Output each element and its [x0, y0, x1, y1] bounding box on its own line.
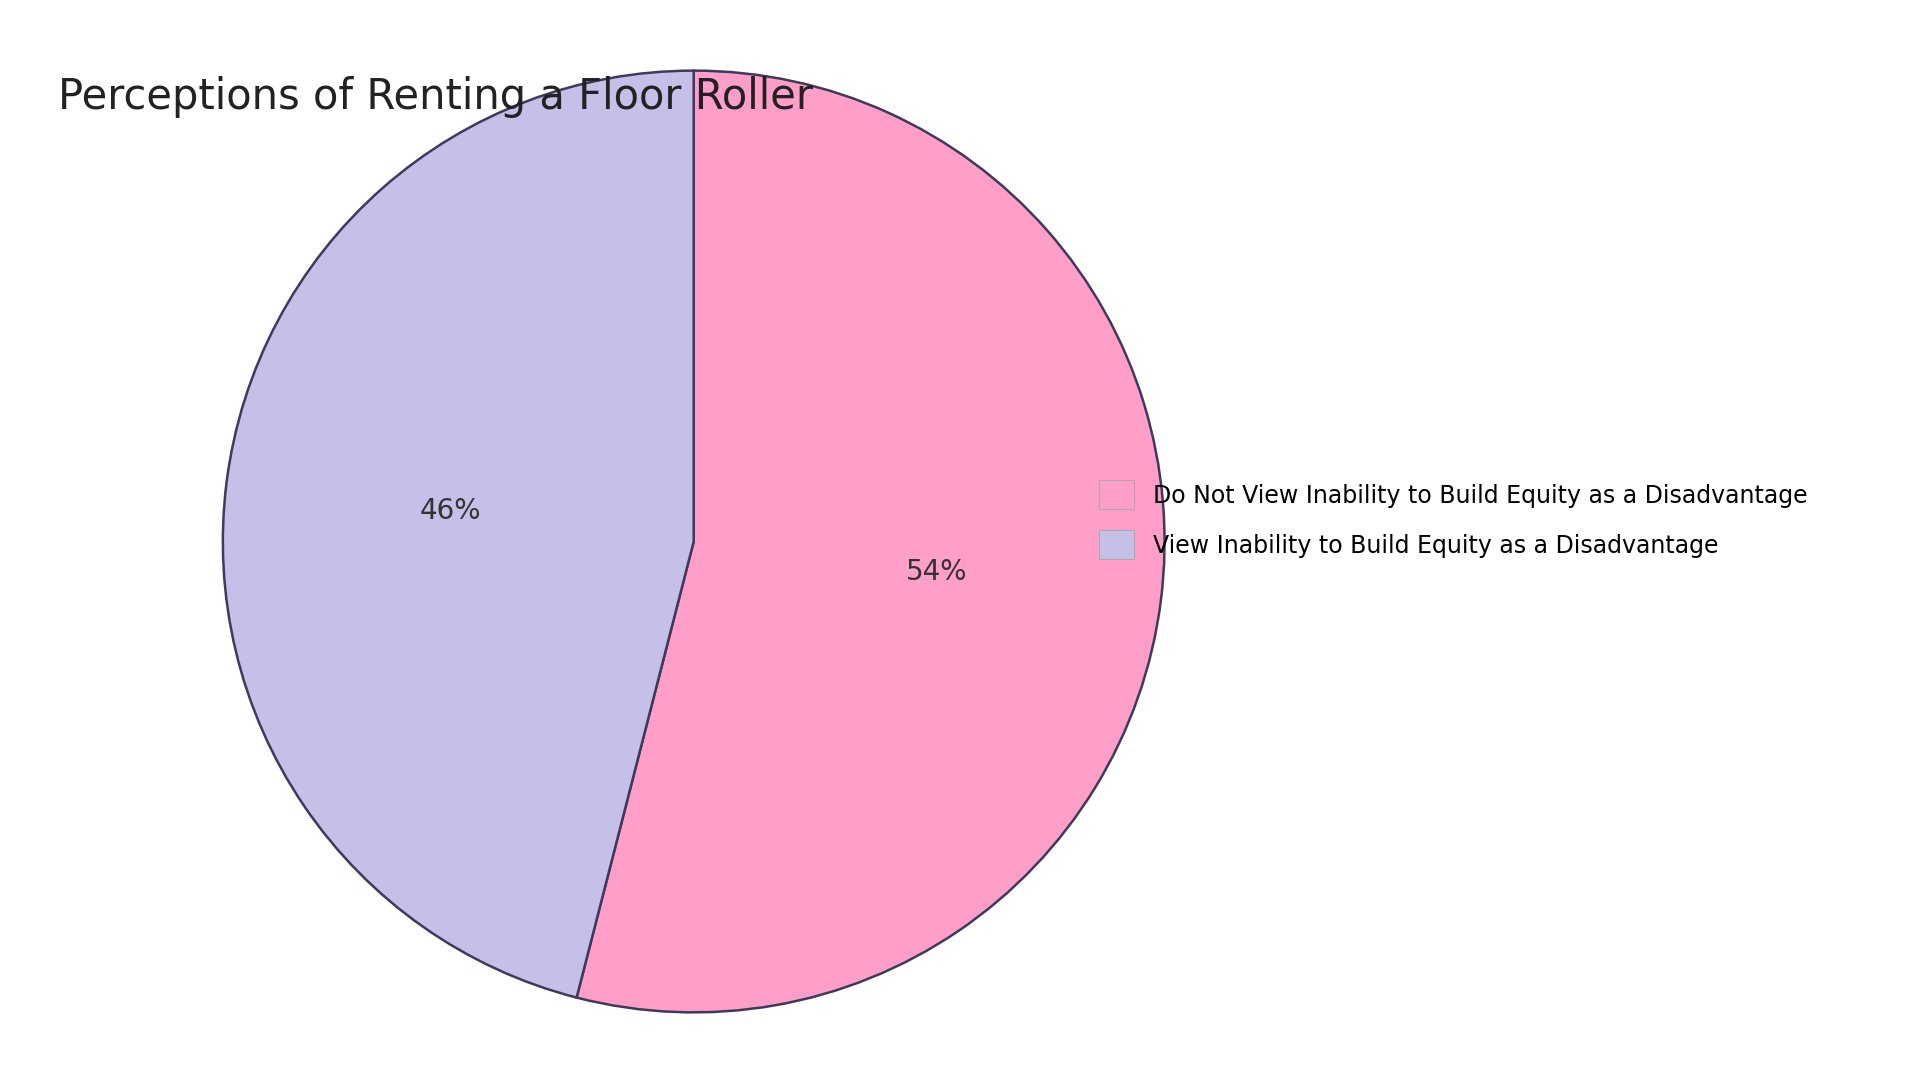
Legend: Do Not View Inability to Build Equity as a Disadvantage, View Inability to Build: Do Not View Inability to Build Equity as… — [1087, 469, 1820, 571]
Wedge shape — [576, 70, 1165, 1013]
Text: Perceptions of Renting a Floor Roller: Perceptions of Renting a Floor Roller — [58, 76, 812, 118]
Text: 54%: 54% — [906, 558, 968, 586]
Text: 46%: 46% — [420, 497, 482, 525]
Wedge shape — [223, 70, 693, 997]
